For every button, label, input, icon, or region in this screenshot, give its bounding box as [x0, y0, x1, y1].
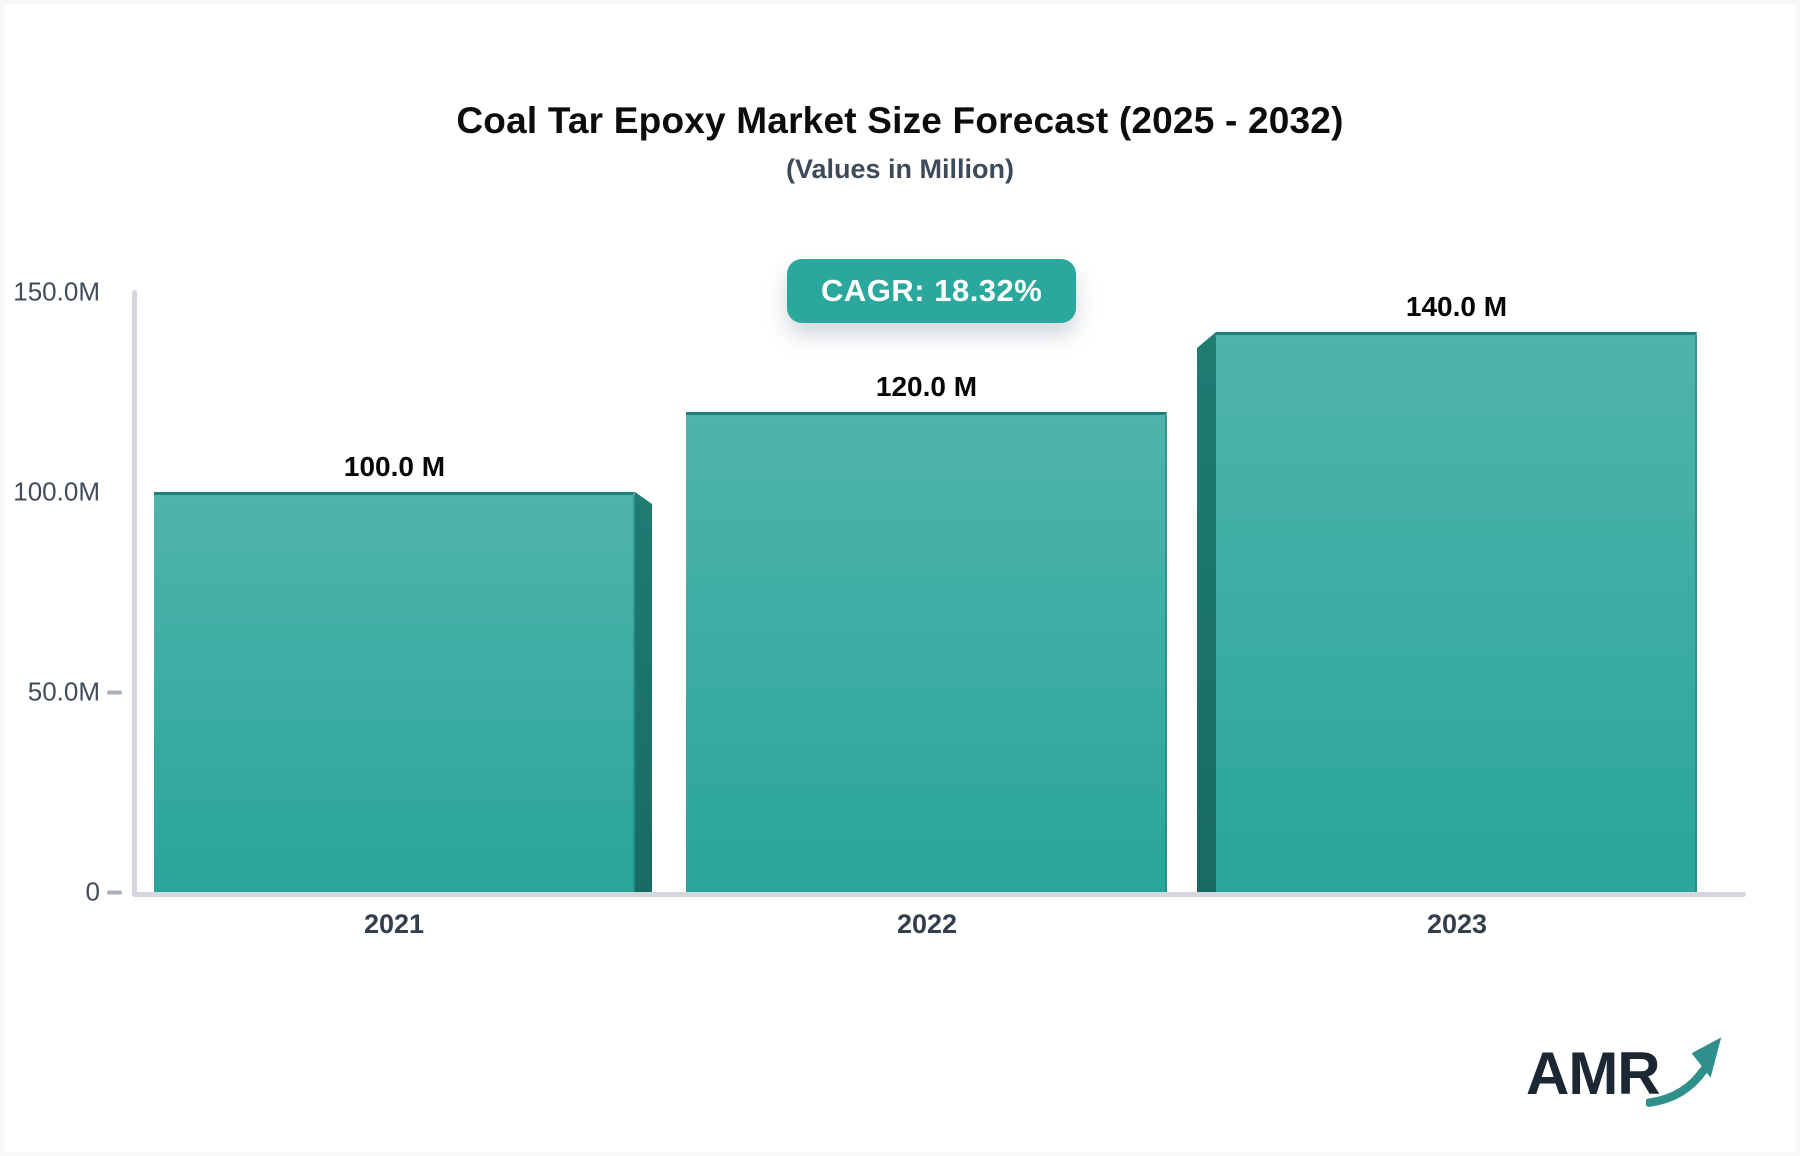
x-axis-line — [132, 892, 1746, 897]
bar-3d-side — [635, 492, 652, 892]
tick-dash — [107, 890, 122, 894]
y-tick-label: 0 — [85, 876, 100, 907]
y-axis-tick: 150.0M — [4, 277, 122, 308]
bar-fill — [1216, 332, 1697, 892]
y-axis-line — [132, 290, 137, 894]
bar-value-label: 140.0 M — [1405, 291, 1508, 322]
amr-logo: AMR — [1526, 1030, 1722, 1107]
y-axis-tick: 50.0M — [4, 677, 122, 708]
y-tick-label: 150.0M — [13, 276, 100, 307]
tick-dash — [107, 690, 122, 694]
bar-value-label: 100.0 M — [343, 451, 446, 482]
bar-value-label: 120.0 M — [875, 371, 978, 402]
growth-arrow-icon — [1645, 1037, 1721, 1107]
y-axis-tick: 0 — [4, 877, 122, 908]
y-tick-label: 50.0M — [27, 676, 100, 707]
amr-logo-text: AMR — [1526, 1040, 1661, 1107]
chart-title: Coal Tar Epoxy Market Size Forecast (202… — [456, 100, 1344, 141]
bar-fill — [154, 492, 635, 892]
bar-2023: 140.0 M — [1197, 291, 1697, 892]
bar-fill — [686, 412, 1167, 892]
bar-2022: 120.0 M — [686, 371, 1167, 892]
chart-subtitle: (Values in Million) — [785, 154, 1015, 184]
bar-2021: 100.0 M — [154, 451, 652, 892]
x-axis-label-2021: 2021 — [363, 909, 425, 939]
cagr-badge: CAGR: 18.32% — [787, 259, 1077, 323]
x-axis-label-2022: 2022 — [896, 909, 958, 939]
x-axis-label-2023: 2023 — [1426, 909, 1488, 939]
cagr-badge-label: CAGR: 18.32% — [821, 273, 1043, 308]
y-tick-label: 100.0M — [13, 476, 100, 507]
y-axis-tick: 100.0M — [4, 477, 122, 508]
bar-3d-side — [1197, 332, 1216, 892]
plot-area: 150.0M 100.0M 50.0M 0 100.0 M 120.0 M 14 — [13, 277, 1746, 939]
